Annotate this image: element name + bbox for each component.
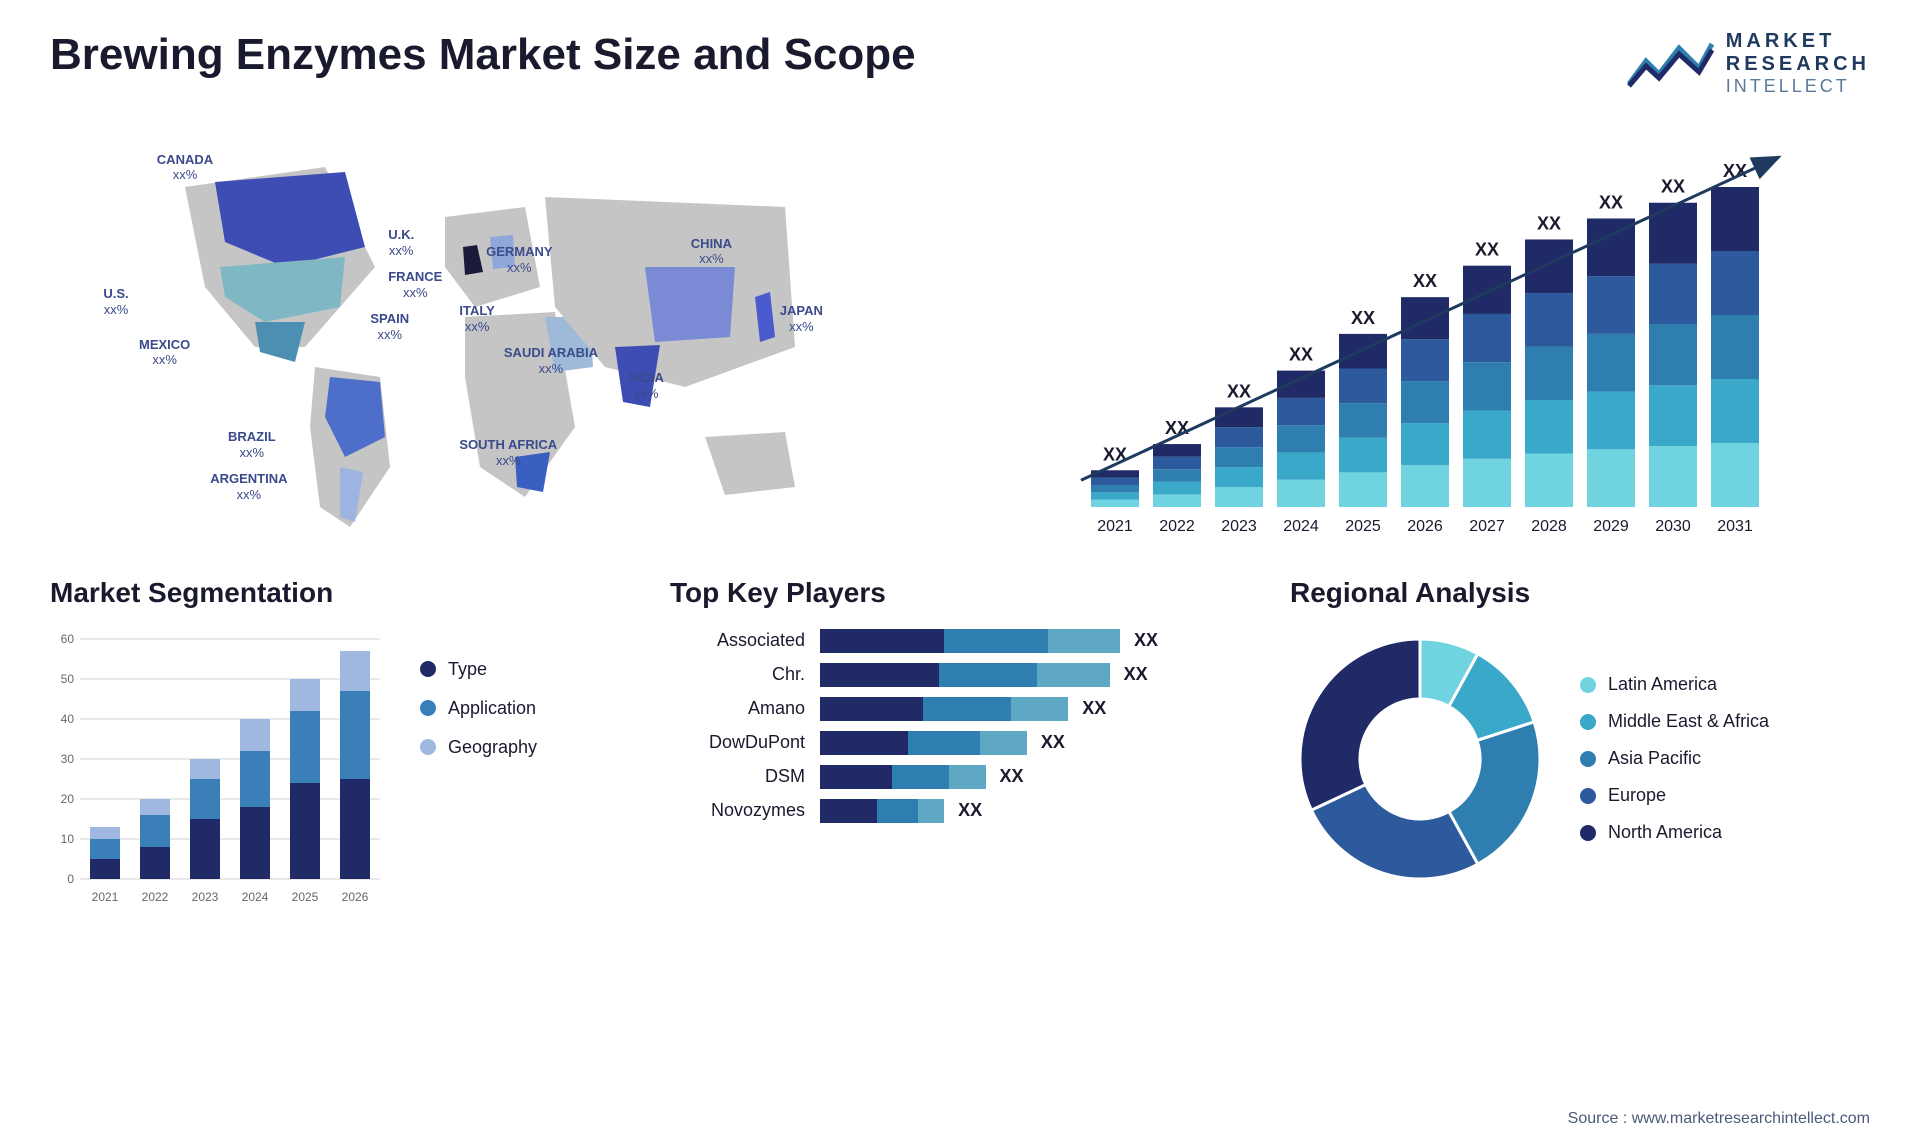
legend-item: Type bbox=[420, 659, 537, 680]
key-player-value: XX bbox=[1082, 698, 1106, 719]
svg-text:2025: 2025 bbox=[292, 890, 319, 904]
map-label: ITALYxx% bbox=[459, 303, 494, 334]
key-player-value: XX bbox=[1134, 630, 1158, 651]
map-label: U.S.xx% bbox=[103, 286, 128, 317]
svg-text:XX: XX bbox=[1413, 271, 1437, 291]
svg-text:2023: 2023 bbox=[192, 890, 219, 904]
regional-legend: Latin America Middle East & Africa Asia Pa… bbox=[1580, 674, 1769, 843]
key-player-row: Amano XX bbox=[670, 697, 1250, 721]
key-players-title: Top Key Players bbox=[670, 577, 1250, 609]
svg-text:2024: 2024 bbox=[242, 890, 269, 904]
key-player-value: XX bbox=[1000, 766, 1024, 787]
svg-text:2026: 2026 bbox=[1407, 518, 1443, 535]
map-label: GERMANYxx% bbox=[486, 244, 552, 275]
top-row: CANADAxx% U.S.xx% MEXICOxx% BRAZILxx% ARGENT… bbox=[50, 127, 1870, 547]
svg-text:2028: 2028 bbox=[1531, 518, 1567, 535]
key-player-label: Amano bbox=[670, 698, 820, 719]
svg-text:2031: 2031 bbox=[1717, 518, 1753, 535]
svg-text:2022: 2022 bbox=[1159, 518, 1195, 535]
map-label: MEXICOxx% bbox=[139, 337, 190, 368]
map-label: JAPANxx% bbox=[780, 303, 823, 334]
logo: MARKET RESEARCH INTELLECT bbox=[1624, 30, 1870, 97]
legend-item: Asia Pacific bbox=[1580, 748, 1769, 769]
segmentation-chart: 0 10 20 30 40 50 60 2021 2022 2023 2024 2025 2026 bbox=[50, 629, 390, 909]
svg-text:2022: 2022 bbox=[142, 890, 169, 904]
map-label: SPAINxx% bbox=[370, 311, 409, 342]
map-label: SOUTH AFRICAxx% bbox=[459, 437, 557, 468]
world-map-panel: CANADAxx% U.S.xx% MEXICOxx% BRAZILxx% ARGENT… bbox=[50, 127, 940, 547]
svg-text:XX: XX bbox=[1537, 213, 1561, 233]
legend-item: North America bbox=[1580, 822, 1769, 843]
legend-item: Europe bbox=[1580, 785, 1769, 806]
logo-line2: RESEARCH bbox=[1726, 53, 1870, 76]
svg-text:XX: XX bbox=[1351, 308, 1375, 328]
legend-item: Middle East & Africa bbox=[1580, 711, 1769, 732]
svg-text:60: 60 bbox=[61, 632, 75, 646]
svg-text:XX: XX bbox=[1289, 344, 1313, 364]
map-label: CANADAxx% bbox=[157, 152, 213, 183]
key-player-row: Novozymes XX bbox=[670, 799, 1250, 823]
svg-text:40: 40 bbox=[61, 712, 75, 726]
map-label: CHINAxx% bbox=[691, 236, 732, 267]
svg-text:XX: XX bbox=[1661, 176, 1685, 196]
key-players-panel: Top Key Players Associated XX Chr. XX Amano X… bbox=[670, 577, 1250, 909]
segmentation-title: Market Segmentation bbox=[50, 577, 630, 609]
growth-chart: XX 2021 XX 2022 XX 2023 XX 2024 XX 2025 XX 2026 XX 20… bbox=[980, 127, 1870, 547]
legend-item: Latin America bbox=[1580, 674, 1769, 695]
logo-line1: MARKET bbox=[1726, 30, 1870, 53]
source-text: Source : www.marketresearchintellect.com bbox=[1568, 1110, 1870, 1128]
growth-chart-panel: XX 2021 XX 2022 XX 2023 XX 2024 XX 2025 XX 2026 XX 20… bbox=[980, 127, 1870, 547]
svg-text:2021: 2021 bbox=[92, 890, 119, 904]
key-player-value: XX bbox=[958, 800, 982, 821]
key-player-label: Novozymes bbox=[670, 800, 820, 821]
svg-text:2023: 2023 bbox=[1221, 518, 1257, 535]
logo-text: MARKET RESEARCH INTELLECT bbox=[1726, 30, 1870, 97]
map-label: FRANCExx% bbox=[388, 269, 442, 300]
key-player-label: DowDuPont bbox=[670, 732, 820, 753]
map-label: SAUDI ARABIAxx% bbox=[504, 345, 598, 376]
svg-text:XX: XX bbox=[1475, 239, 1499, 259]
logo-mark-icon bbox=[1624, 36, 1714, 91]
svg-text:2026: 2026 bbox=[342, 890, 369, 904]
svg-text:2024: 2024 bbox=[1283, 518, 1319, 535]
page-title: Brewing Enzymes Market Size and Scope bbox=[50, 30, 916, 80]
key-player-label: Chr. bbox=[670, 664, 820, 685]
map-label: INDIAxx% bbox=[629, 370, 664, 401]
legend-item: Application bbox=[420, 698, 537, 719]
map-label: BRAZILxx% bbox=[228, 429, 276, 460]
regional-donut bbox=[1290, 629, 1550, 889]
key-player-row: Associated XX bbox=[670, 629, 1250, 653]
segmentation-legend: Type Application Geography bbox=[420, 629, 537, 758]
svg-text:2027: 2027 bbox=[1469, 518, 1505, 535]
map-label: ARGENTINAxx% bbox=[210, 471, 287, 502]
key-player-value: XX bbox=[1124, 664, 1148, 685]
key-player-value: XX bbox=[1041, 732, 1065, 753]
bottom-row: Market Segmentation 0 10 20 30 40 50 60 2021 20… bbox=[50, 577, 1870, 909]
regional-title: Regional Analysis bbox=[1290, 577, 1870, 609]
header: Brewing Enzymes Market Size and Scope MA… bbox=[50, 30, 1870, 97]
svg-text:XX: XX bbox=[1599, 192, 1623, 212]
key-player-row: DSM XX bbox=[670, 765, 1250, 789]
svg-text:0: 0 bbox=[67, 872, 74, 886]
svg-text:2029: 2029 bbox=[1593, 518, 1629, 535]
svg-text:XX: XX bbox=[1227, 381, 1251, 401]
svg-text:2030: 2030 bbox=[1655, 518, 1691, 535]
key-player-label: Associated bbox=[670, 630, 820, 651]
key-players-chart: Associated XX Chr. XX Amano XX DowDuPont XX DSM X… bbox=[670, 629, 1250, 823]
svg-text:20: 20 bbox=[61, 792, 75, 806]
key-player-row: DowDuPont XX bbox=[670, 731, 1250, 755]
svg-text:50: 50 bbox=[61, 672, 75, 686]
key-player-row: Chr. XX bbox=[670, 663, 1250, 687]
key-player-label: DSM bbox=[670, 766, 820, 787]
map-label: U.K.xx% bbox=[388, 227, 414, 258]
legend-item: Geography bbox=[420, 737, 537, 758]
svg-text:10: 10 bbox=[61, 832, 75, 846]
logo-line3: INTELLECT bbox=[1726, 76, 1870, 97]
segmentation-panel: Market Segmentation 0 10 20 30 40 50 60 2021 20… bbox=[50, 577, 630, 909]
svg-text:2021: 2021 bbox=[1097, 518, 1133, 535]
svg-text:30: 30 bbox=[61, 752, 75, 766]
regional-panel: Regional Analysis Latin America Middle Ea… bbox=[1290, 577, 1870, 909]
svg-text:2025: 2025 bbox=[1345, 518, 1381, 535]
